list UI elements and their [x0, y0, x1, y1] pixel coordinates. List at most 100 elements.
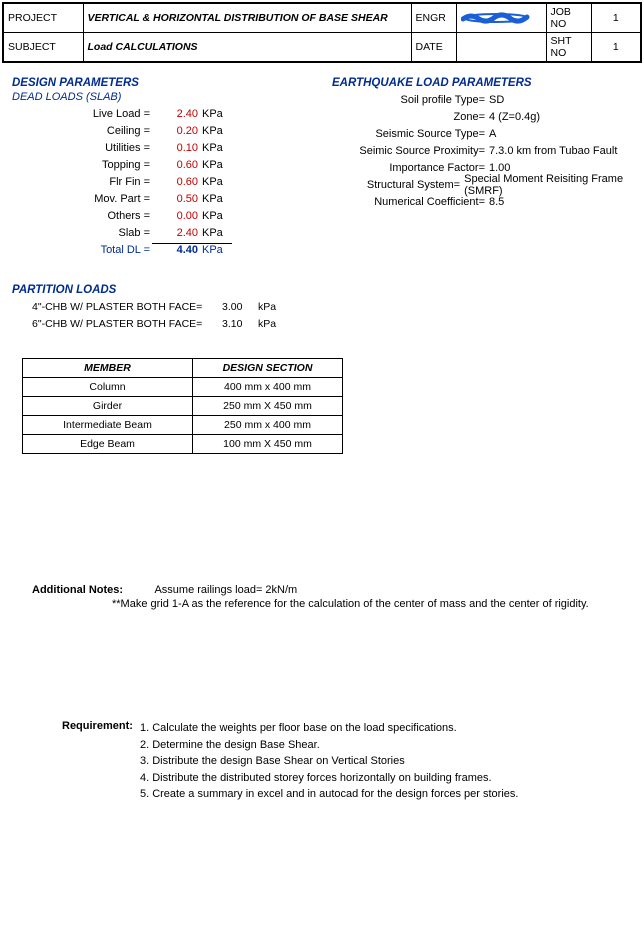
eq-param-label: Seimic Source Proximity=: [332, 145, 487, 157]
member-row: Intermediate Beam250 mm x 400 mm: [23, 416, 343, 435]
dead-load-unit: KPa: [202, 210, 232, 222]
notes-line2: **Make grid 1-A as the reference for the…: [32, 598, 632, 610]
header-table: PROJECT VERTICAL & HORIZONTAL DISTRIBUTI…: [2, 2, 642, 63]
dead-load-unit: KPa: [202, 176, 232, 188]
dead-load-label: Slab =: [12, 227, 152, 239]
eq-param-row: Seismic Source Type=A: [332, 125, 632, 142]
project-value: VERTICAL & HORIZONTAL DISTRIBUTION OF BA…: [83, 3, 411, 33]
requirement-item: 2. Determine the design Base Shear.: [140, 737, 518, 754]
member-header: DESIGN SECTION: [193, 359, 343, 378]
member-table: MEMBERDESIGN SECTION Column400 mm x 400 …: [22, 358, 343, 454]
dead-load-label: Topping =: [12, 159, 152, 171]
jobno-label: JOB NO: [546, 3, 591, 33]
dead-load-unit: KPa: [202, 227, 232, 239]
dead-loads-heading: DEAD LOADS (SLAB): [12, 91, 312, 103]
dead-load-label: Utilities =: [12, 142, 152, 154]
subject-value: Load CALCULATIONS: [83, 33, 411, 63]
requirement-section: Requirement: 1. Calculate the weights pe…: [12, 720, 632, 803]
partition-row: 4"-CHB W/ PLASTER BOTH FACE=3.00kPa: [12, 298, 632, 315]
partition-label: 4"-CHB W/ PLASTER BOTH FACE=: [12, 301, 222, 313]
eq-param-row: Soil profile Type=SD: [332, 91, 632, 108]
member-cell: Girder: [23, 397, 193, 416]
dead-load-value: 0.50: [152, 193, 202, 205]
dead-load-value: 0.10: [152, 142, 202, 154]
requirement-item: 3. Distribute the design Base Shear on V…: [140, 753, 518, 770]
dead-load-row: Mov. Part =0.50KPa: [12, 190, 312, 207]
eq-param-row: Seimic Source Proximity=7.3.0 km from Tu…: [332, 142, 632, 159]
jobno-value: 1: [591, 3, 641, 33]
earthquake-parameters-section: EARTHQUAKE LOAD PARAMETERS Soil profile …: [332, 77, 632, 258]
partition-loads-section: PARTITION LOADS 4"-CHB W/ PLASTER BOTH F…: [12, 284, 632, 332]
dead-load-unit: KPa: [202, 142, 232, 154]
notes-line1: Assume railings load= 2kN/m: [154, 584, 297, 596]
eq-param-row: Zone=4 (Z=0.4g): [332, 108, 632, 125]
eq-param-value: 8.5: [487, 196, 504, 208]
eq-param-value: 7.3.0 km from Tubao Fault: [487, 145, 617, 157]
subject-label: SUBJECT: [3, 33, 83, 63]
partition-unit: kPa: [258, 318, 288, 330]
requirement-item: 4. Distribute the distributed storey for…: [140, 770, 518, 787]
dead-load-row: Live Load =2.40KPa: [12, 105, 312, 122]
eq-param-label: Numerical Coefficient=: [332, 196, 487, 208]
requirement-item: 5. Create a summary in excel and in auto…: [140, 786, 518, 803]
dead-load-row: Ceiling =0.20KPa: [12, 122, 312, 139]
dead-load-row: Others =0.00KPa: [12, 207, 312, 224]
member-cell: Intermediate Beam: [23, 416, 193, 435]
eq-param-row: Structural System=Special Moment Reisiti…: [332, 176, 632, 193]
eq-heading: EARTHQUAKE LOAD PARAMETERS: [332, 77, 632, 89]
dead-load-total-value: 4.40: [152, 243, 202, 256]
dead-load-value: 2.40: [152, 227, 202, 239]
member-cell: Edge Beam: [23, 435, 193, 454]
dead-load-label: Ceiling =: [12, 125, 152, 137]
member-cell: 250 mm X 450 mm: [193, 397, 343, 416]
dead-load-label: Live Load =: [12, 108, 152, 120]
notes-label: Additional Notes:: [32, 584, 152, 596]
partition-value: 3.00: [222, 301, 258, 313]
eq-param-label: Structural System=: [332, 179, 462, 191]
dead-load-total-row: Total DL =4.40KPa: [12, 241, 312, 258]
dead-load-label: Flr Fin =: [12, 176, 152, 188]
member-cell: Column: [23, 378, 193, 397]
shtno-value: 1: [591, 33, 641, 63]
eq-param-value: A: [487, 128, 496, 140]
dead-load-value: 0.60: [152, 176, 202, 188]
dead-load-row: Slab =2.40KPa: [12, 224, 312, 241]
dead-load-row: Flr Fin =0.60KPa: [12, 173, 312, 190]
dead-load-unit: KPa: [202, 125, 232, 137]
dead-load-value: 2.40: [152, 108, 202, 120]
eq-param-value: 4 (Z=0.4g): [487, 111, 540, 123]
dead-load-label: Others =: [12, 210, 152, 222]
dead-load-unit: KPa: [202, 193, 232, 205]
design-parameters-section: DESIGN PARAMETERS DEAD LOADS (SLAB) Live…: [12, 77, 312, 258]
dead-load-value: 0.00: [152, 210, 202, 222]
eq-param-label: Zone=: [332, 111, 487, 123]
dead-load-unit: KPa: [202, 159, 232, 171]
dead-load-unit: KPa: [202, 108, 232, 120]
eq-param-label: Seismic Source Type=: [332, 128, 487, 140]
partition-label: 6"-CHB W/ PLASTER BOTH FACE=: [12, 318, 222, 330]
eq-param-value: SD: [487, 94, 504, 106]
member-row: Edge Beam100 mm X 450 mm: [23, 435, 343, 454]
dead-load-total-unit: KPa: [202, 243, 232, 256]
project-label: PROJECT: [3, 3, 83, 33]
engr-label: ENGR: [411, 3, 456, 33]
dead-load-value: 0.60: [152, 159, 202, 171]
eq-param-value: Special Moment Reisiting Frame (SMRF): [462, 173, 632, 197]
member-cell: 100 mm X 450 mm: [193, 435, 343, 454]
partition-value: 3.10: [222, 318, 258, 330]
design-params-heading: DESIGN PARAMETERS: [12, 77, 312, 89]
dead-load-value: 0.20: [152, 125, 202, 137]
requirement-item: 1. Calculate the weights per floor base …: [140, 720, 518, 737]
partition-row: 6"-CHB W/ PLASTER BOTH FACE=3.10kPa: [12, 315, 632, 332]
content-area: DESIGN PARAMETERS DEAD LOADS (SLAB) Live…: [2, 63, 642, 803]
partition-unit: kPa: [258, 301, 288, 313]
requirement-label: Requirement:: [62, 720, 133, 732]
additional-notes-section: Additional Notes: Assume railings load= …: [12, 584, 632, 610]
partition-heading: PARTITION LOADS: [12, 284, 632, 296]
dead-load-row: Utilities =0.10KPa: [12, 139, 312, 156]
member-header: MEMBER: [23, 359, 193, 378]
member-row: Girder250 mm X 450 mm: [23, 397, 343, 416]
dead-load-total-label: Total DL =: [12, 244, 152, 256]
engr-value: [456, 3, 546, 33]
date-value: [456, 33, 546, 63]
